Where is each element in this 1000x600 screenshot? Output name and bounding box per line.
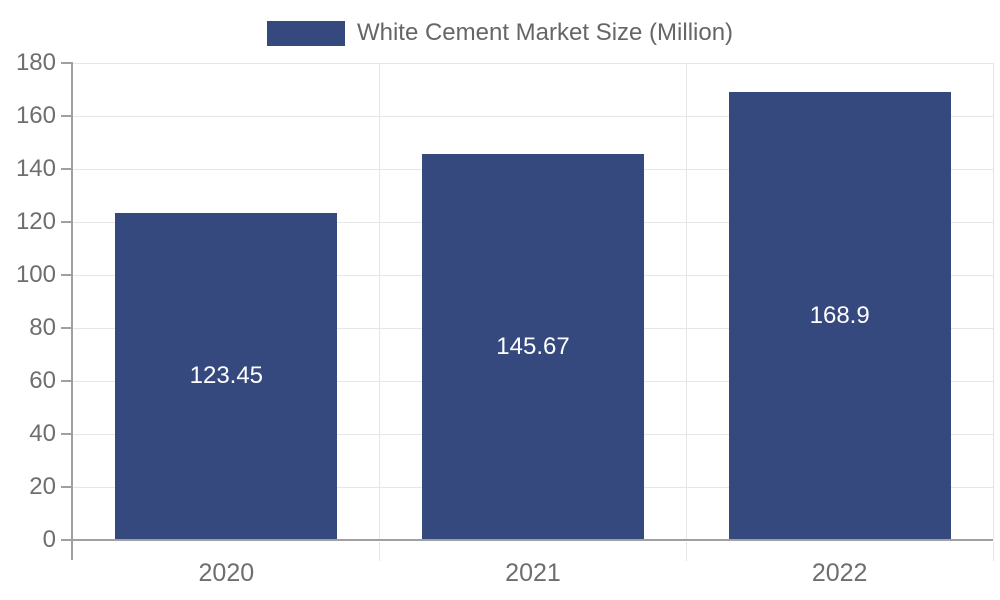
x-tick-label: 2020 — [198, 559, 255, 587]
y-tick-label: 0 — [42, 526, 56, 553]
bar-value-label: 168.9 — [809, 302, 870, 330]
bar-value-label: 123.45 — [189, 362, 264, 390]
legend-label: White Cement Market Size (Million) — [356, 19, 734, 46]
y-axis-tick — [61, 221, 73, 223]
bar-value-label: 145.67 — [496, 332, 570, 360]
y-tick-label: 60 — [29, 367, 56, 394]
gridline-horizontal — [73, 115, 993, 117]
y-axis-tick — [61, 539, 73, 541]
bar[interactable] — [115, 212, 338, 540]
bar[interactable] — [422, 153, 644, 540]
gridline-vertical — [379, 63, 381, 540]
y-axis-tick — [61, 115, 73, 117]
y-axis-tick — [61, 274, 73, 276]
y-axis-tick — [61, 380, 73, 382]
legend-swatch — [266, 20, 345, 46]
y-tick-label: 40 — [29, 420, 56, 447]
y-axis-tick — [61, 486, 73, 488]
y-tick-label: 100 — [15, 261, 56, 288]
y-axis-tick — [61, 62, 73, 64]
y-axis-tick — [61, 168, 73, 170]
x-tick-label: 2022 — [811, 559, 868, 587]
y-axis-line — [71, 63, 73, 560]
legend[interactable]: White Cement Market Size (Million) — [0, 18, 1000, 48]
x-axis-line — [71, 539, 993, 541]
y-tick-label: 160 — [15, 102, 56, 129]
y-tick-label: 180 — [15, 49, 56, 76]
y-axis-tick — [61, 327, 73, 329]
y-axis-tick — [61, 433, 73, 435]
x-tick-label: 2021 — [505, 559, 561, 587]
gridline-vertical — [685, 63, 687, 540]
y-tick-label: 80 — [29, 314, 56, 341]
y-tick-label: 140 — [15, 155, 56, 182]
y-tick-label: 120 — [15, 208, 56, 235]
gridline-vertical — [992, 63, 994, 540]
bar[interactable] — [728, 92, 951, 540]
x-axis-tick — [992, 542, 994, 561]
y-tick-label: 20 — [29, 473, 56, 500]
x-axis-tick — [379, 542, 381, 561]
x-axis-tick — [685, 542, 687, 561]
gridline-horizontal — [73, 62, 993, 64]
